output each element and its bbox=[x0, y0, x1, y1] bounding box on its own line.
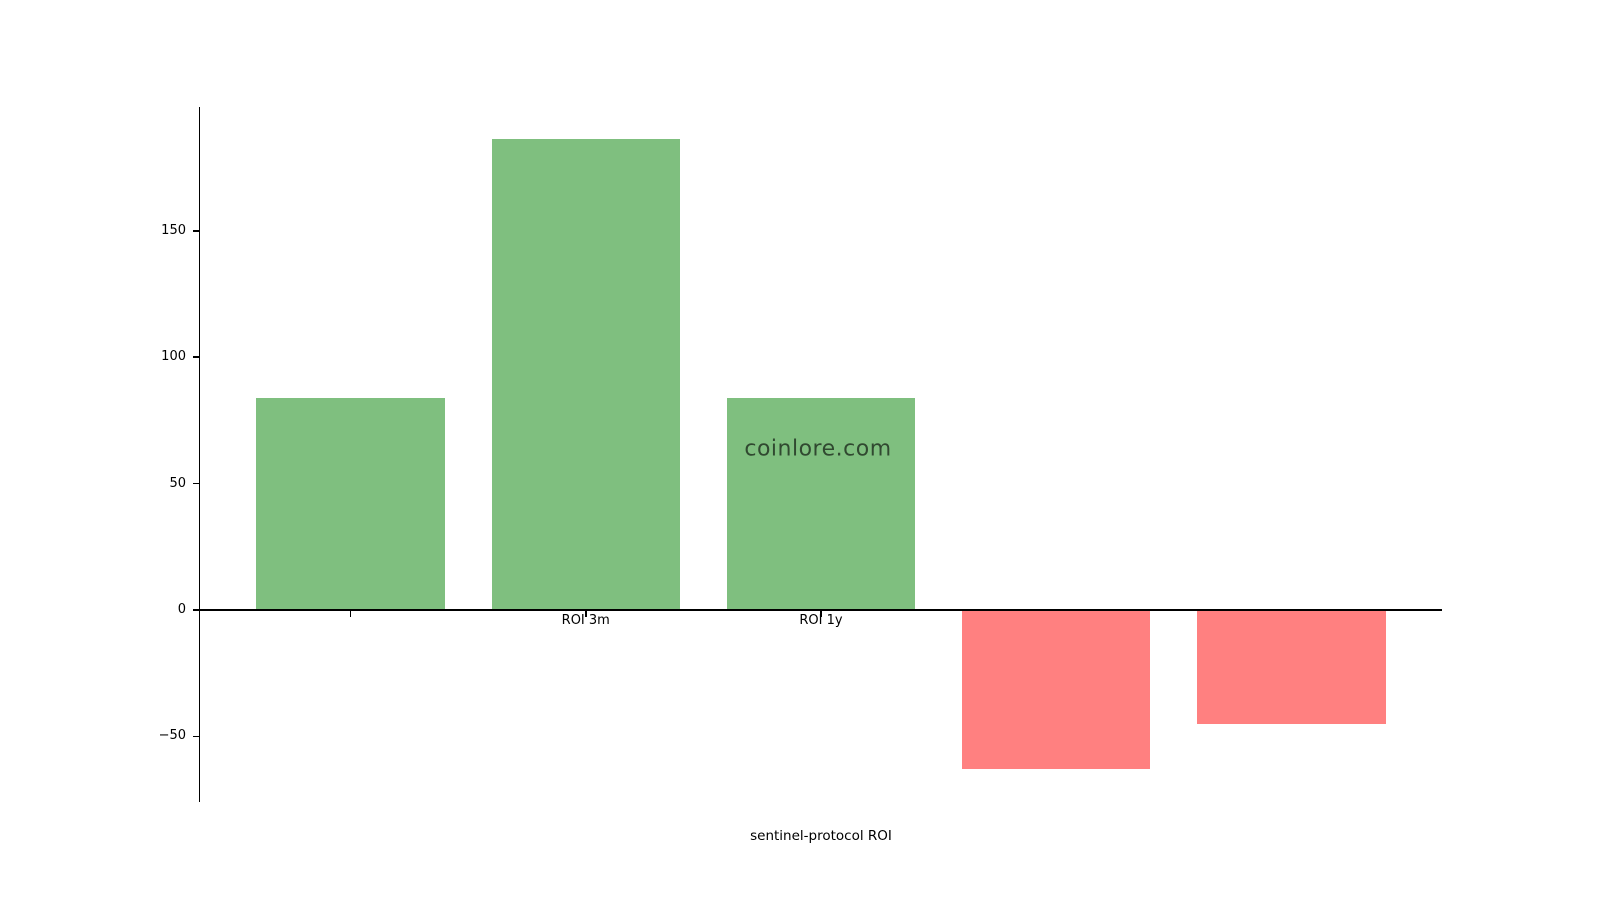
x-tick bbox=[349, 610, 352, 617]
y-tick bbox=[192, 356, 199, 358]
bar-1 bbox=[491, 139, 680, 610]
watermark: coinlore.com bbox=[744, 436, 892, 462]
x-tick-label: ROI 3m bbox=[561, 612, 610, 628]
bar-4 bbox=[1197, 609, 1386, 724]
y-tick bbox=[192, 609, 199, 611]
y-tick-label: 100 bbox=[161, 349, 186, 365]
chart-title: sentinel-protocol ROI bbox=[750, 828, 892, 844]
bar-0 bbox=[256, 398, 445, 610]
x-tick bbox=[585, 610, 587, 617]
y-tick bbox=[192, 735, 199, 738]
x-tick-label: ROI 1y bbox=[799, 612, 843, 628]
y-tick-label: 150 bbox=[161, 222, 186, 238]
y-tick-label: −50 bbox=[158, 728, 186, 744]
x-axis-line bbox=[200, 609, 1442, 611]
y-tick-label: 0 bbox=[177, 601, 186, 617]
bar-2 bbox=[726, 398, 916, 610]
x-tick bbox=[820, 610, 822, 617]
bar-3 bbox=[962, 609, 1151, 770]
y-tick bbox=[192, 230, 199, 232]
y-tick-label: 50 bbox=[169, 475, 186, 491]
y-tick bbox=[192, 482, 199, 485]
y-axis-spine bbox=[198, 107, 200, 802]
